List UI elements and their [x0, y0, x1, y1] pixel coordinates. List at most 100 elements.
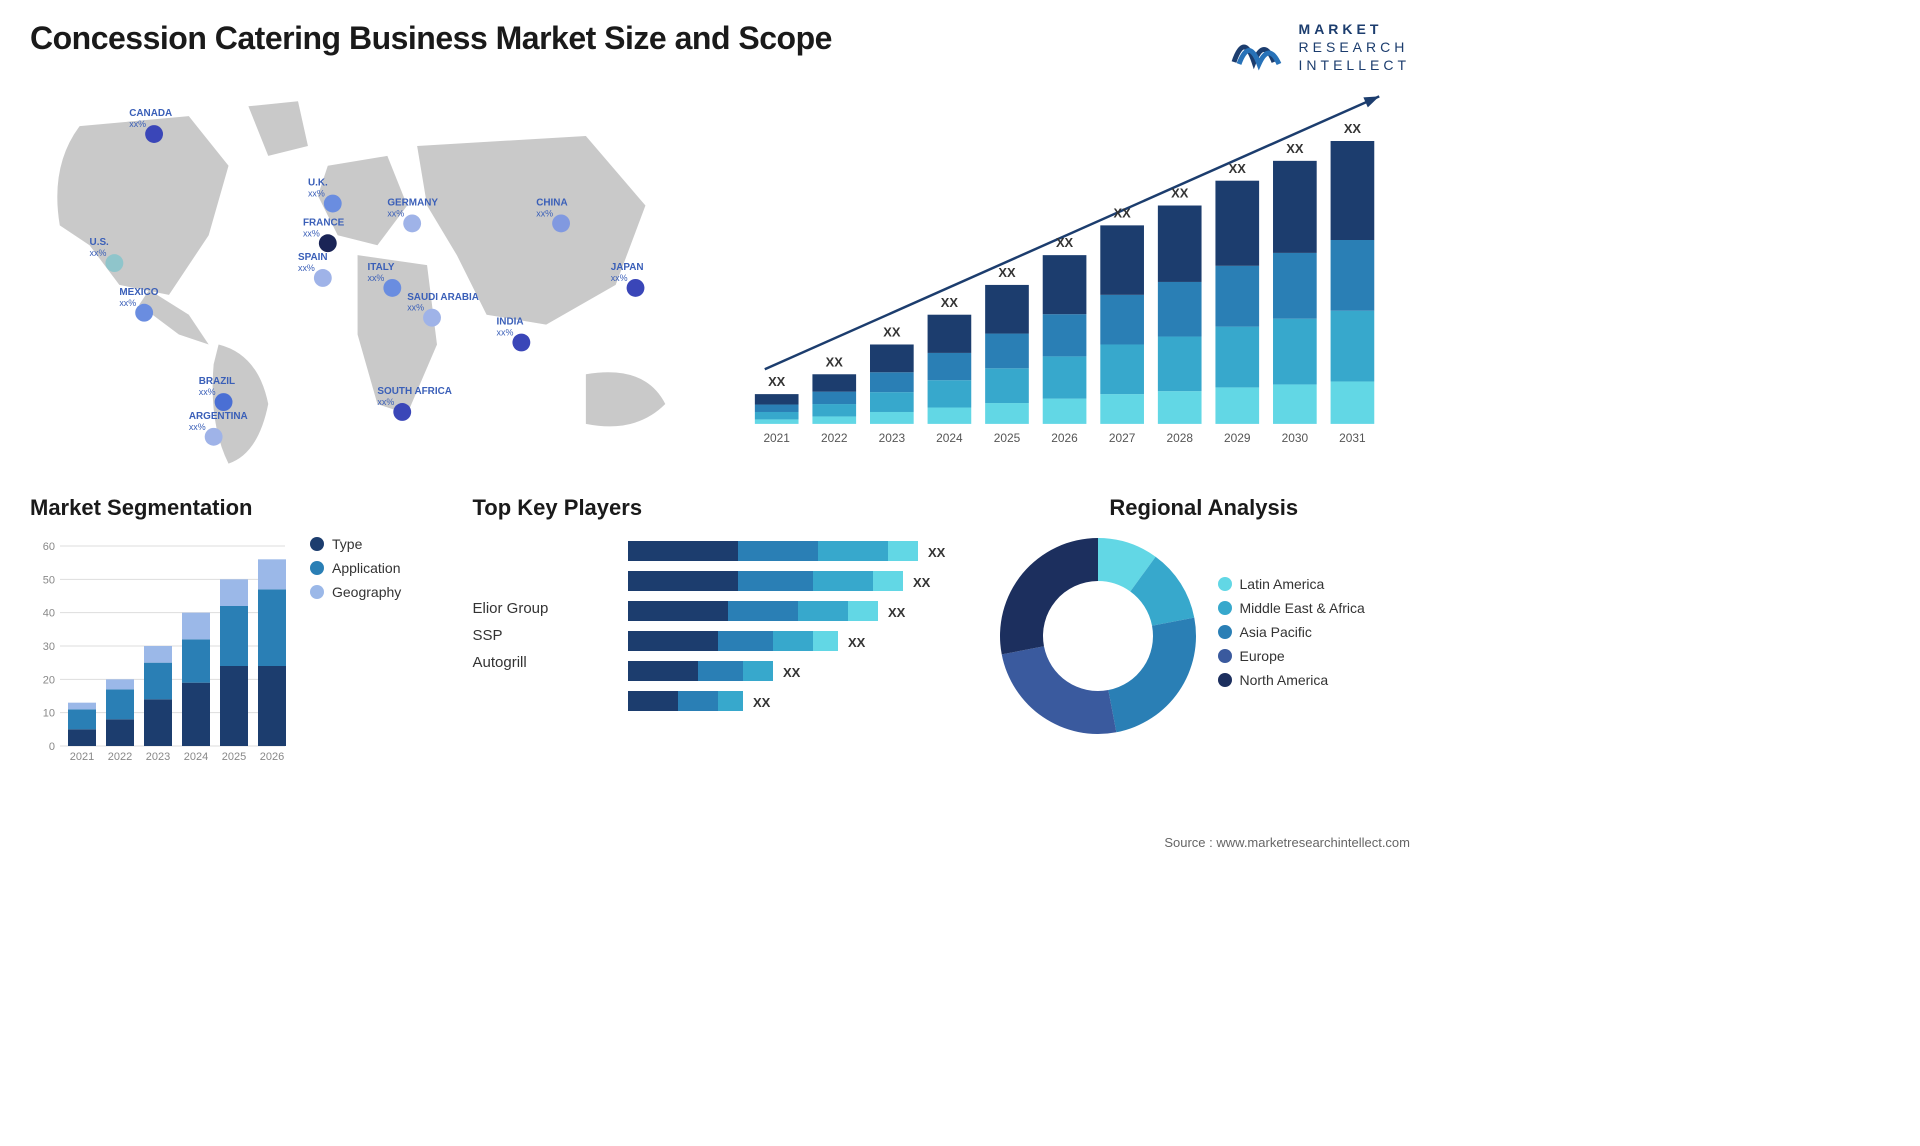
- seg-year: 2022: [108, 751, 132, 763]
- seg-bar-segment: [258, 666, 286, 746]
- seg-bars: [68, 559, 286, 746]
- growth-arrowhead-icon: [1363, 96, 1379, 107]
- country-label: ARGENTINA: [189, 410, 248, 421]
- country-marker: [105, 254, 123, 272]
- country-pct: xx%: [377, 397, 394, 407]
- players-bars: XXXXXXXXXXXX: [628, 541, 946, 711]
- player-bar-segment: [743, 661, 773, 681]
- seg-year: 2026: [260, 751, 284, 763]
- growth-bar-segment: [1273, 384, 1317, 423]
- legend-dot-icon: [1218, 649, 1232, 663]
- y-tick: 0: [49, 741, 55, 753]
- country-label: ITALY: [368, 262, 395, 273]
- growth-bar-segment: [985, 284, 1029, 333]
- country-label: GERMANY: [387, 197, 438, 208]
- legend-label: Latin America: [1240, 576, 1325, 592]
- seg-bar-segment: [220, 666, 248, 746]
- country-label: CHINA: [536, 197, 567, 208]
- growth-bar-segment: [755, 412, 799, 419]
- growth-value: XX: [1344, 121, 1362, 136]
- country-pct: xx%: [303, 228, 320, 238]
- growth-bar-segment: [812, 391, 856, 403]
- growth-bar-segment: [1331, 381, 1375, 423]
- growth-value: XX: [1114, 205, 1132, 220]
- logo-icon: [1229, 22, 1289, 72]
- growth-bar-segment: [1043, 314, 1087, 356]
- country-label: JAPAN: [611, 262, 644, 273]
- players-panel: Top Key Players Elior GroupSSPAutogrill …: [473, 495, 968, 766]
- y-tick: 40: [43, 607, 55, 619]
- growth-bar-segment: [1158, 336, 1202, 391]
- growth-year: 2029: [1224, 430, 1251, 444]
- player-bar-segment: [628, 631, 718, 651]
- growth-bar-segment: [755, 404, 799, 411]
- seg-bar-segment: [68, 702, 96, 709]
- seg-xaxis: 202120222023202420252026: [70, 751, 284, 763]
- seg-bar-segment: [144, 699, 172, 746]
- country-pct: xx%: [407, 302, 424, 312]
- seg-bar-segment: [258, 589, 286, 666]
- country-marker: [215, 393, 233, 411]
- growth-value: XX: [883, 324, 901, 339]
- player-bar-segment: [813, 571, 873, 591]
- regional-title: Regional Analysis: [998, 495, 1411, 521]
- world-map-section: CANADAxx%U.S.xx%MEXICOxx%BRAZILxx%ARGENT…: [30, 85, 705, 465]
- player-bar-segment: [678, 691, 718, 711]
- country-label: INDIA: [497, 316, 524, 327]
- growth-year-labels: 2021202220232024202520262027202820292030…: [763, 430, 1366, 444]
- player-bar-segment: [738, 541, 818, 561]
- y-tick: 50: [43, 574, 55, 586]
- player-bar-segment: [798, 601, 848, 621]
- legend-item: Type: [310, 536, 401, 552]
- player-bar-segment: [773, 631, 813, 651]
- country-marker: [393, 403, 411, 421]
- country-marker: [383, 279, 401, 297]
- growth-year: 2023: [879, 430, 906, 444]
- growth-bar-segment: [870, 372, 914, 392]
- country-pct: xx%: [387, 208, 404, 218]
- country-label: BRAZIL: [199, 376, 235, 387]
- player-bar-segment: [698, 661, 743, 681]
- player-bar-segment: [718, 691, 743, 711]
- growth-bar-segment: [812, 416, 856, 423]
- country-label: U.S.: [90, 237, 110, 248]
- players-list: Elior GroupSSPAutogrill: [473, 595, 613, 676]
- player-bar-segment: [628, 601, 728, 621]
- player-bar-segment: [628, 661, 698, 681]
- growth-value: XX: [1286, 140, 1304, 155]
- regional-donut: [998, 536, 1198, 736]
- player-name: Autogrill: [473, 649, 613, 676]
- legend-label: Asia Pacific: [1240, 624, 1312, 640]
- player-bar-segment: [818, 541, 888, 561]
- country-marker: [205, 427, 223, 445]
- growth-bar-segment: [1100, 294, 1144, 344]
- seg-bar-segment: [182, 639, 210, 682]
- growth-year: 2030: [1282, 430, 1309, 444]
- growth-bar-segment: [1215, 387, 1259, 423]
- top-row: CANADAxx%U.S.xx%MEXICOxx%BRAZILxx%ARGENT…: [30, 85, 1410, 465]
- country-pct: xx%: [129, 119, 146, 129]
- growth-bar-segment: [1273, 160, 1317, 252]
- players-title: Top Key Players: [473, 495, 968, 521]
- country-marker: [145, 125, 163, 143]
- country-marker: [552, 214, 570, 232]
- country-label: U.K.: [308, 177, 328, 188]
- growth-value: XX: [1229, 160, 1247, 175]
- source-text: Source : www.marketresearchintellect.com: [1164, 835, 1410, 850]
- player-value: XX: [753, 695, 771, 710]
- player-value: XX: [848, 635, 866, 650]
- seg-bar-segment: [258, 559, 286, 589]
- country-label: FRANCE: [303, 217, 345, 228]
- country-marker: [319, 234, 337, 252]
- growth-value: XX: [826, 354, 844, 369]
- growth-bars: [755, 141, 1374, 424]
- growth-bar-segment: [1215, 180, 1259, 265]
- growth-bar-segment: [928, 314, 972, 352]
- growth-bar-segment: [985, 333, 1029, 368]
- growth-bar-segment: [928, 380, 972, 407]
- seg-bar-segment: [144, 662, 172, 699]
- seg-bar-segment: [106, 679, 134, 689]
- legend-label: Europe: [1240, 648, 1285, 664]
- seg-bar-segment: [144, 646, 172, 663]
- growth-bar-segment: [812, 374, 856, 391]
